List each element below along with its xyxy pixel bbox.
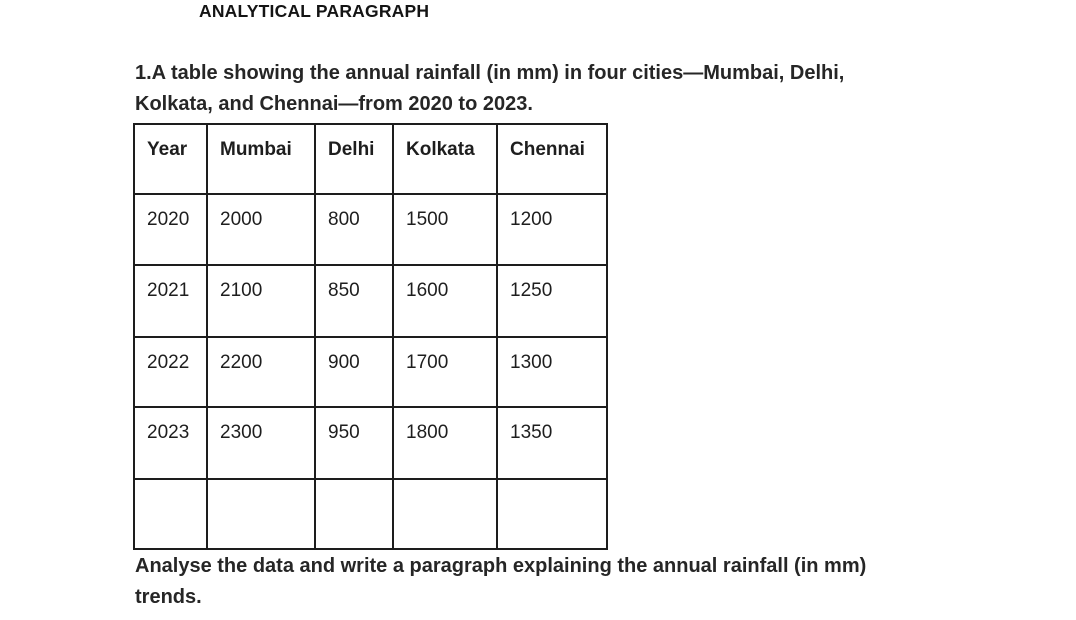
cell-empty [392,478,498,550]
cell-mumbai: 2100 [206,264,316,338]
table-row-2022: 2022 2200 900 1700 1300 [133,336,608,408]
question-line-1: 1.A table showing the annual rainfall (i… [135,62,845,84]
cell-year: 2022 [133,336,208,408]
header-cell-kolkata: Kolkata [392,123,498,195]
cell-delhi: 950 [314,406,394,480]
cell-empty [496,478,608,550]
instruction-line-1: Analyse the data and write a paragraph e… [135,555,867,577]
cell-kolkata: 1800 [392,406,498,480]
page-title: ANALYTICAL PARAGRAPH [199,1,430,21]
cell-mumbai: 2300 [206,406,316,480]
instruction-line-2: trends. [135,586,202,608]
cell-delhi: 850 [314,264,394,338]
cell-year: 2021 [133,264,208,338]
cell-empty [314,478,394,550]
cell-year: 2023 [133,406,208,480]
cell-chennai: 1300 [496,336,608,408]
cell-kolkata: 1500 [392,193,498,266]
table-row-2023: 2023 2300 950 1800 1350 [133,406,608,480]
cell-year: 2020 [133,193,208,266]
cell-kolkata: 1600 [392,264,498,338]
cell-delhi: 800 [314,193,394,266]
cell-chennai: 1250 [496,264,608,338]
header-cell-year: Year [133,123,208,195]
cell-mumbai: 2000 [206,193,316,266]
cell-delhi: 900 [314,336,394,408]
header-cell-delhi: Delhi [314,123,394,195]
cell-empty [133,478,208,550]
table-header-row: Year Mumbai Delhi Kolkata Chennai [133,123,608,195]
table-row-2020: 2020 2000 800 1500 1200 [133,193,608,266]
table-row-2021: 2021 2100 850 1600 1250 [133,264,608,338]
cell-kolkata: 1700 [392,336,498,408]
cell-mumbai: 2200 [206,336,316,408]
cell-chennai: 1350 [496,406,608,480]
header-cell-mumbai: Mumbai [206,123,316,195]
header-cell-chennai: Chennai [496,123,608,195]
cell-empty [206,478,316,550]
instruction-text: Analyse the data and write a paragraph e… [135,551,866,613]
question-line-2: Kolkata, and Chennai—from 2020 to 2023. [135,93,533,115]
cell-chennai: 1200 [496,193,608,266]
table-row-empty [133,478,608,550]
rainfall-table: Year Mumbai Delhi Kolkata Chennai 2020 2… [133,123,608,550]
question-text: 1.A table showing the annual rainfall (i… [135,58,844,120]
